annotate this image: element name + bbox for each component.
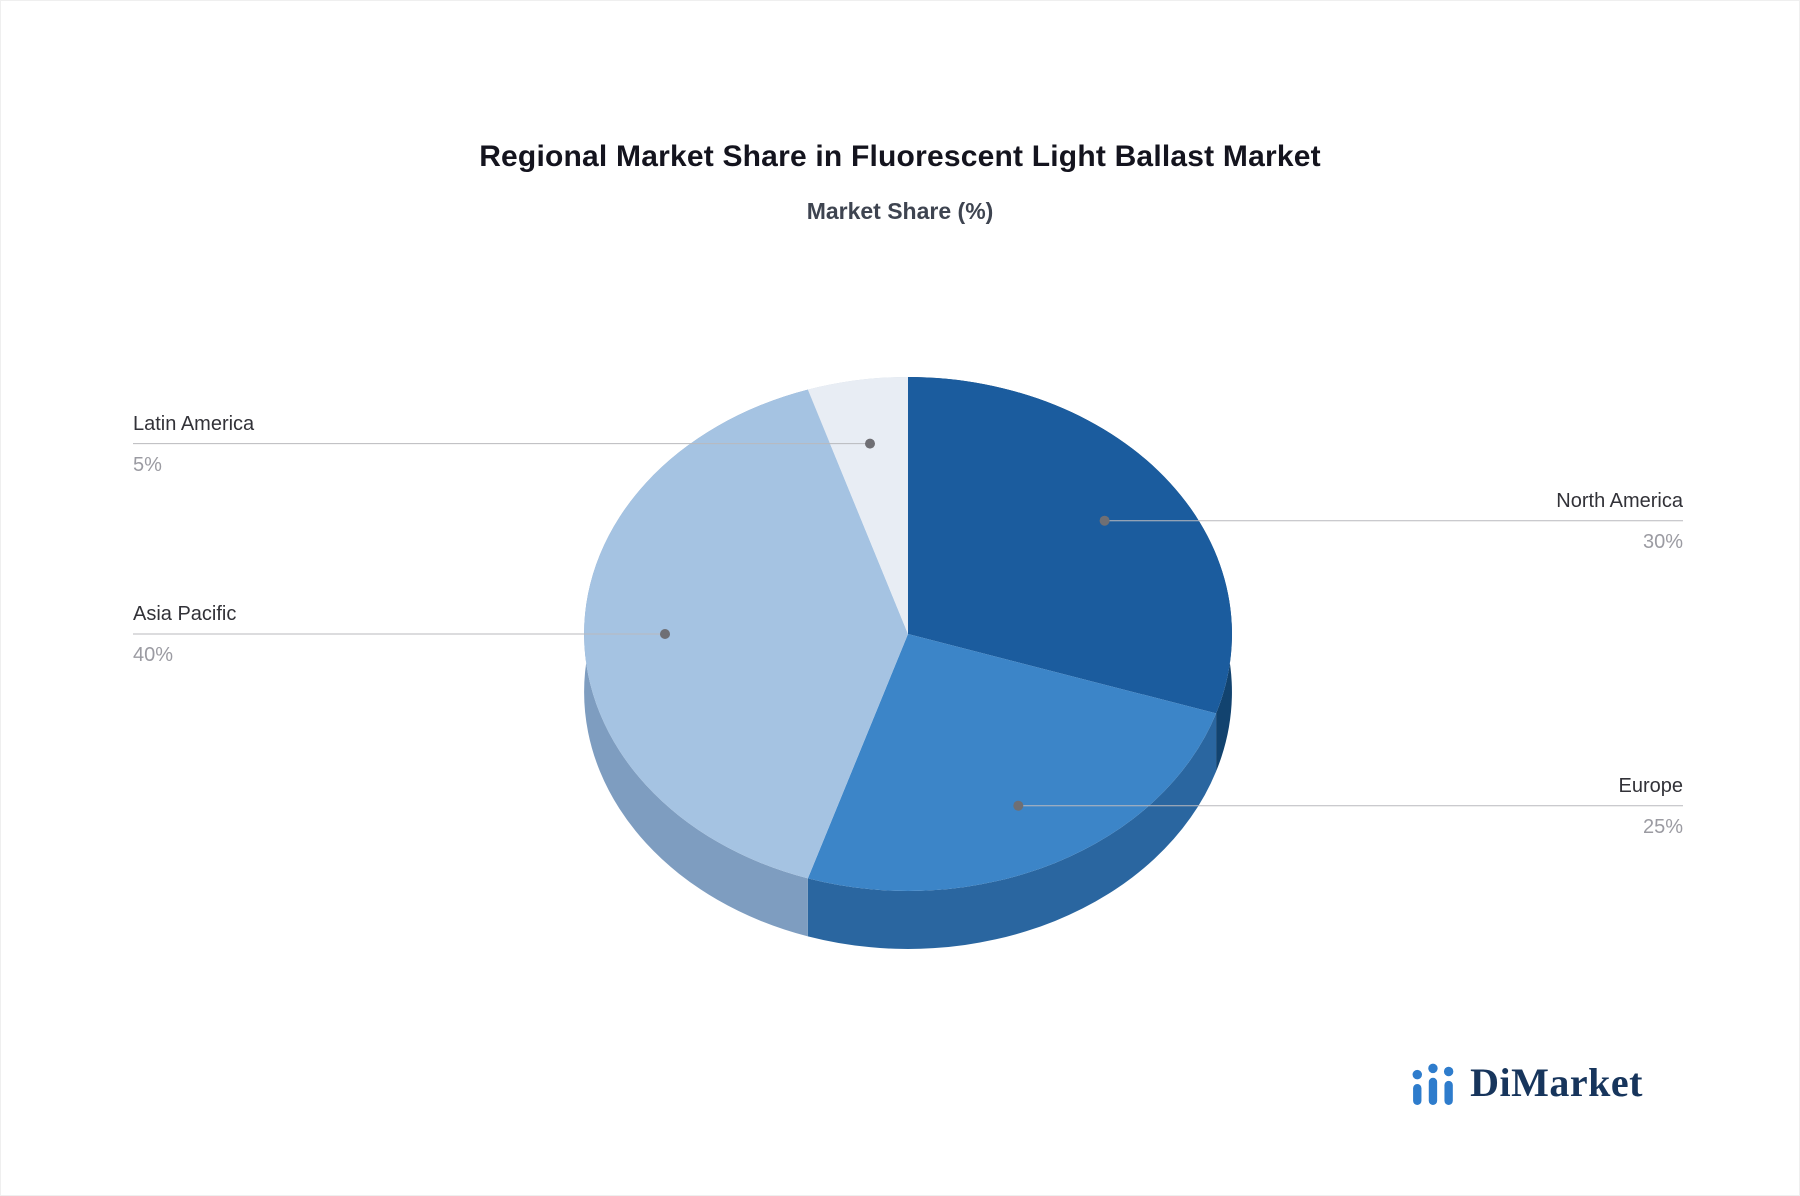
chart-subtitle: Market Share (%)	[806, 198, 994, 224]
pie-slice-latin-america[interactable]	[807, 377, 908, 634]
slice-label-value: 30%	[1642, 530, 1683, 553]
pie-slice-north-america[interactable]	[908, 377, 1232, 714]
slice-label-value: 40%	[133, 644, 174, 666]
slice-label-name: Latin America	[133, 412, 255, 435]
label-anchor-dot	[660, 629, 670, 639]
slice-label-value: 5%	[133, 453, 162, 476]
bar-chart-icon	[1412, 1063, 1454, 1105]
chart-title: Regional Market Share in Fluorescent Lig…	[479, 140, 1321, 173]
pie-slice-side-europe	[807, 713, 1217, 949]
label-anchor-dot	[1013, 800, 1024, 811]
dimarket-logo: DiMarket	[1411, 1059, 1643, 1106]
slice-label-name: Europe	[1618, 774, 1684, 797]
label-anchor-dot	[1099, 515, 1110, 526]
slice-label-name: North America	[1556, 489, 1683, 512]
label-anchor-dot	[865, 438, 875, 449]
slice-label-name: Asia Pacific	[133, 603, 237, 625]
slice-label-value: 25%	[1642, 815, 1683, 838]
dimarket-logo-text: DiMarket	[1470, 1060, 1643, 1105]
pie-slice-europe[interactable]	[807, 634, 1217, 891]
pie-slice-asia-pacific[interactable]	[584, 389, 908, 879]
